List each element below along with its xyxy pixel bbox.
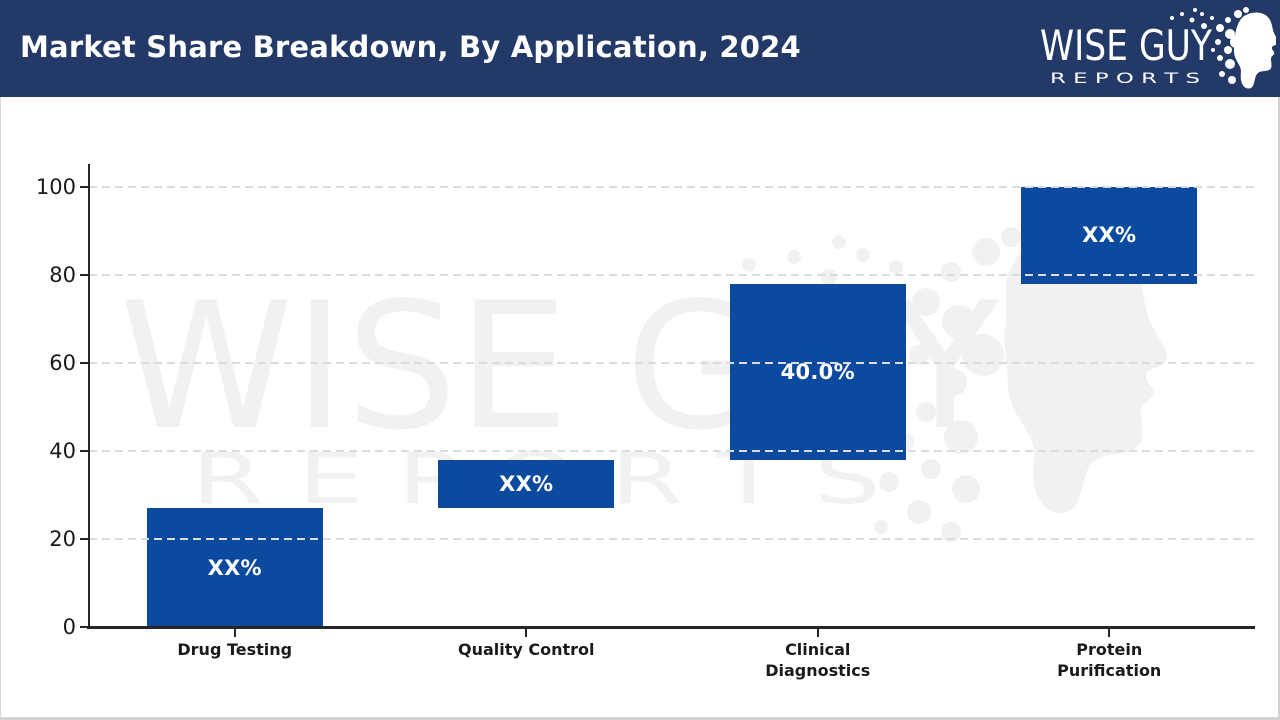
y-tick-80 [80,274,88,276]
bar-value-label: XX% [1082,223,1137,248]
y-tick-20 [80,538,88,540]
y-tick-label-100: 100 [35,175,76,199]
x-category-label-line: Purification [1057,661,1162,680]
x-category-label-line: Quality Control [457,640,595,659]
x-category-label-line: Drug Testing [177,640,293,659]
y-tick-40 [80,450,88,452]
logo-subtitle: R E P O R T S [1050,71,1200,87]
x-category-label-line: Protein [1076,640,1143,659]
watermark-dotted-head-icon [742,227,1167,542]
x-category-label-line: Diagnostics [765,661,871,680]
y-tick-label-0: 0 [62,615,76,639]
x-axis-line [87,626,1255,629]
bar-clinical-diagnostics: 40.0% [729,283,906,460]
gridline-y-80 [89,274,1255,276]
bar-value-label: XX% [207,555,262,580]
y-tick-60 [80,362,88,364]
chart-area: WISE GUY R E P O R T S XX%XX%40.0%XX%020… [0,97,1280,720]
y-tick-label-80: 80 [49,263,76,287]
y-tick-label-60: 60 [49,351,76,375]
x-tick-2 [525,629,528,637]
bar-value-label: XX% [499,471,554,496]
header-bar: Market Share Breakdown, By Application, … [0,0,1280,97]
x-tick-3 [816,629,819,637]
gridline-y-60 [89,362,1255,364]
gridline-y-100 [89,186,1255,188]
gridline-y-20 [89,538,1255,540]
y-tick-label-20: 20 [49,527,76,551]
x-category-label: Drug Testing [125,639,345,660]
logo-wordmark: WISE GUY [1040,21,1212,70]
page-title: Market Share Breakdown, By Application, … [20,30,801,64]
x-category-label: Protein Purification [999,639,1219,681]
dotted-head-icon [1170,7,1276,89]
wise-guy-reports-logo: WISE GUY R E P O R T S [1040,7,1276,89]
y-tick-label-40: 40 [49,439,76,463]
y-tick-100 [80,186,88,188]
gridline-y-40 [89,450,1255,452]
x-category-label: Quality Control [416,639,636,660]
bar-drug-testing: XX% [146,508,323,627]
y-tick-0 [80,626,88,628]
x-category-label: Clinical Diagnostics [708,639,928,681]
bar-quality-control: XX% [438,459,615,509]
bar-protein-purification: XX% [1021,187,1198,284]
x-tick-4 [1108,629,1111,637]
x-category-label-line: Clinical [785,640,851,659]
y-axis-line [88,164,90,629]
x-tick-1 [233,629,236,637]
